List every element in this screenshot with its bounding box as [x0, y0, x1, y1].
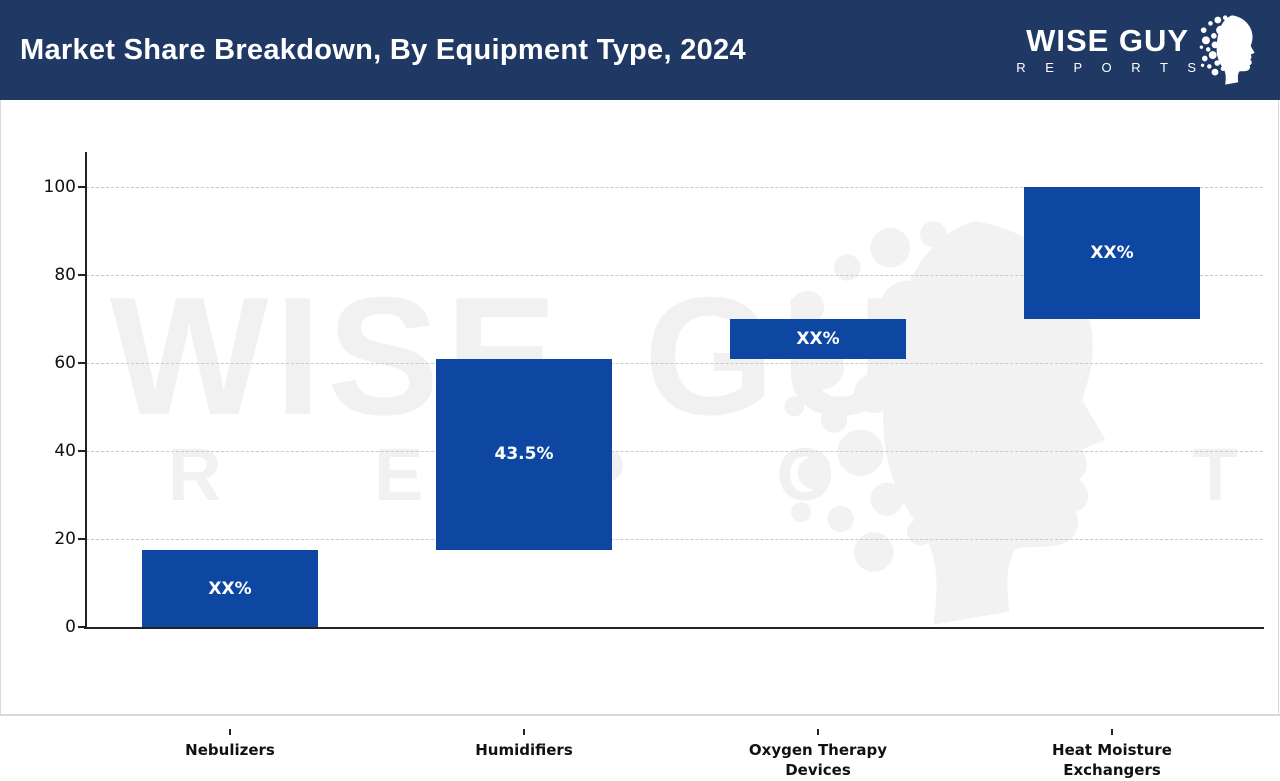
brand-logo-wordmark: WISE GUY	[1026, 23, 1190, 58]
brand-logo-subtitle: R E P O R T S	[1016, 60, 1204, 75]
y-tick-label: 100	[43, 177, 76, 197]
y-tick-mark	[78, 626, 85, 628]
y-tick-label: 0	[65, 617, 76, 637]
x-category-label: Heat Moisture Exchangers	[1052, 741, 1172, 780]
header-bar: Market Share Breakdown, By Equipment Typ…	[0, 0, 1280, 100]
watermark-subtitle: R E P O R T S	[168, 433, 1280, 516]
x-tick-mark	[1111, 729, 1113, 735]
bar-value-label: 43.5%	[494, 444, 554, 465]
page-bottom-border	[0, 714, 1280, 716]
gridline-y-80	[86, 275, 1263, 276]
bar-humidifiers	[436, 358, 612, 550]
bar-heat-moisture-exchangers	[1024, 187, 1200, 319]
y-tick-mark	[78, 362, 85, 364]
y-tick-mark	[78, 538, 85, 540]
brand-logo: WISE GUY R E P O R T S	[1011, 7, 1266, 93]
gridline-y-40	[86, 451, 1263, 452]
page-right-border	[1278, 100, 1279, 714]
y-tick-mark	[78, 274, 85, 276]
x-tick-mark	[229, 729, 231, 735]
y-axis-line	[85, 152, 87, 629]
bar-nebulizers	[142, 550, 318, 627]
y-tick-label: 40	[54, 441, 76, 461]
bar-value-label: XX%	[208, 578, 252, 599]
y-tick-label: 80	[54, 265, 76, 285]
brand-logo-text: WISE GUY R E P O R T S	[1011, 25, 1204, 75]
bar-value-label: XX%	[796, 328, 840, 349]
y-tick-mark	[78, 450, 85, 452]
dotted-face-icon	[1199, 15, 1255, 85]
y-tick-mark	[78, 186, 85, 188]
chart-plot-area: 0 20 40 60 80 100 XX% Nebulizers 43.5% Humidifier…	[0, 100, 1280, 779]
x-category-label: Humidifiers	[475, 741, 573, 759]
page-title: Market Share Breakdown, By Equipment Typ…	[20, 33, 746, 66]
bar-value-label: XX%	[1090, 243, 1134, 263]
gridline-y-100	[86, 187, 1263, 188]
bar-oxygen-therapy-devices	[730, 319, 906, 359]
x-tick-mark	[523, 729, 525, 735]
y-tick-label: 60	[54, 353, 76, 373]
gridline-y-20	[86, 539, 1263, 540]
x-category-label: Oxygen Therapy Devices	[748, 741, 888, 780]
gridline-y-60	[86, 363, 1263, 364]
page-left-border	[0, 100, 1, 714]
y-tick-label: 20	[54, 529, 76, 549]
x-category-label: Nebulizers	[185, 741, 275, 759]
x-axis-line	[84, 627, 1264, 629]
x-tick-mark	[817, 729, 819, 735]
